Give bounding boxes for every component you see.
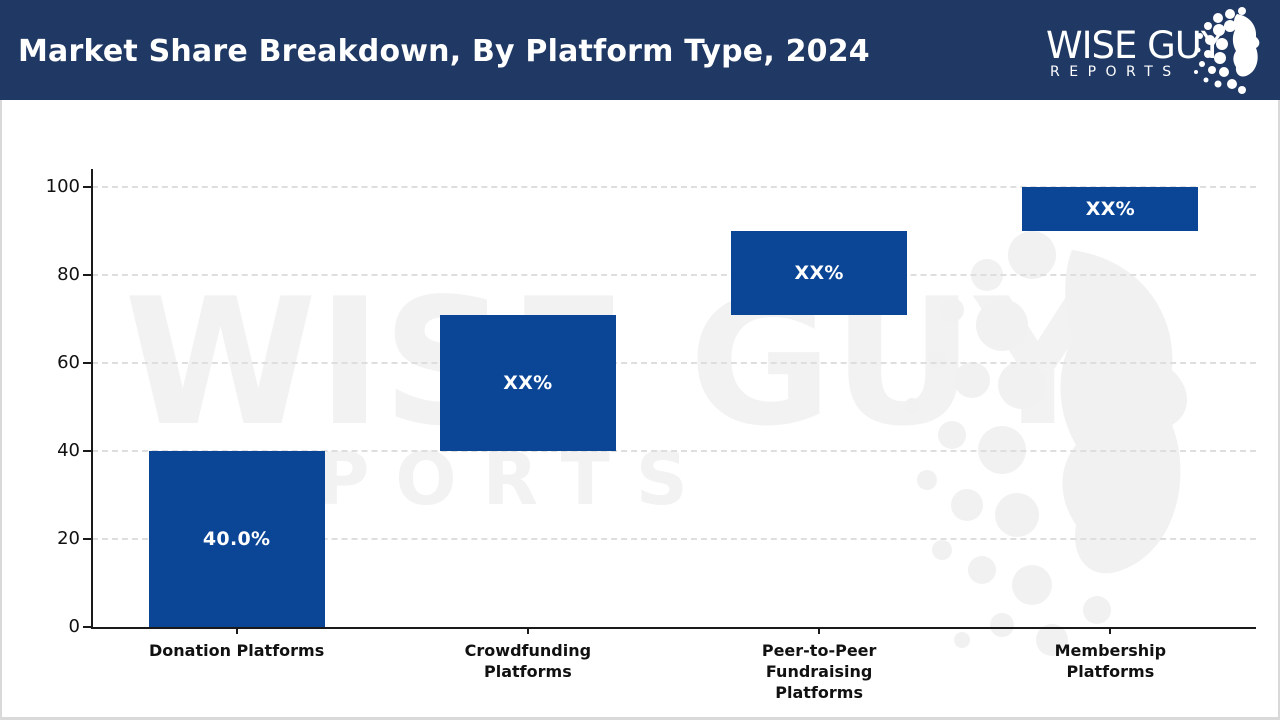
gridline-80 (92, 274, 1256, 276)
x-tick-2 (526, 627, 529, 634)
y-tick-100 (83, 186, 91, 188)
y-tick-label-100: 100 (45, 176, 80, 197)
x-axis-line (91, 627, 1256, 629)
y-tick-60 (83, 362, 91, 364)
gridline-20 (92, 538, 1256, 540)
bar-value-label-4: XX% (1085, 198, 1135, 220)
bar-4: XX% (1022, 187, 1199, 231)
category-label-2: Crowdfunding Platforms (464, 641, 592, 681)
logo-head-icon (1194, 7, 1260, 94)
category-label-3: Peer-to-Peer Fundraising Platforms (761, 641, 877, 702)
y-tick-80 (83, 274, 91, 276)
y-tick-label-60: 60 (57, 352, 80, 373)
wise-guy-logo: WISE GUY REPORTS (1010, 4, 1268, 96)
gridline-40 (92, 450, 1256, 452)
bar-value-label-1: 40.0% (202, 528, 271, 550)
logo-wordmark: WISE GUY (1046, 24, 1223, 67)
gridline-100 (92, 186, 1256, 188)
header-bar: Market Share Breakdown, By Platform Type… (0, 0, 1280, 100)
category-label-4: Membership Platforms (1054, 641, 1167, 681)
y-tick-20 (83, 538, 91, 540)
x-tick-1 (235, 627, 238, 634)
bar-2: XX% (439, 314, 616, 451)
y-tick-0 (83, 626, 91, 628)
bar-3: XX% (731, 231, 908, 315)
bar-value-label-3: XX% (794, 261, 844, 284)
chart-canvas: WISE GUY REPORTS 0 20 40 60 80 100 40.0% Donati… (0, 100, 1280, 720)
x-tick-4 (1109, 627, 1112, 634)
y-tick-label-0: 0 (68, 616, 80, 637)
category-label-1: Donation Platforms (149, 641, 325, 660)
y-tick-label-20: 20 (57, 528, 80, 549)
y-tick-label-40: 40 (57, 440, 80, 461)
bar-value-label-2: XX% (503, 371, 553, 394)
y-tick-40 (83, 450, 91, 452)
gridline-60 (92, 362, 1256, 364)
x-tick-3 (818, 627, 821, 634)
y-axis-line (91, 169, 93, 629)
y-tick-label-80: 80 (57, 264, 80, 285)
bar-1: 40.0% (148, 451, 325, 627)
page-title: Market Share Breakdown, By Platform Type… (18, 34, 870, 69)
logo-subtext: REPORTS (1050, 64, 1181, 80)
